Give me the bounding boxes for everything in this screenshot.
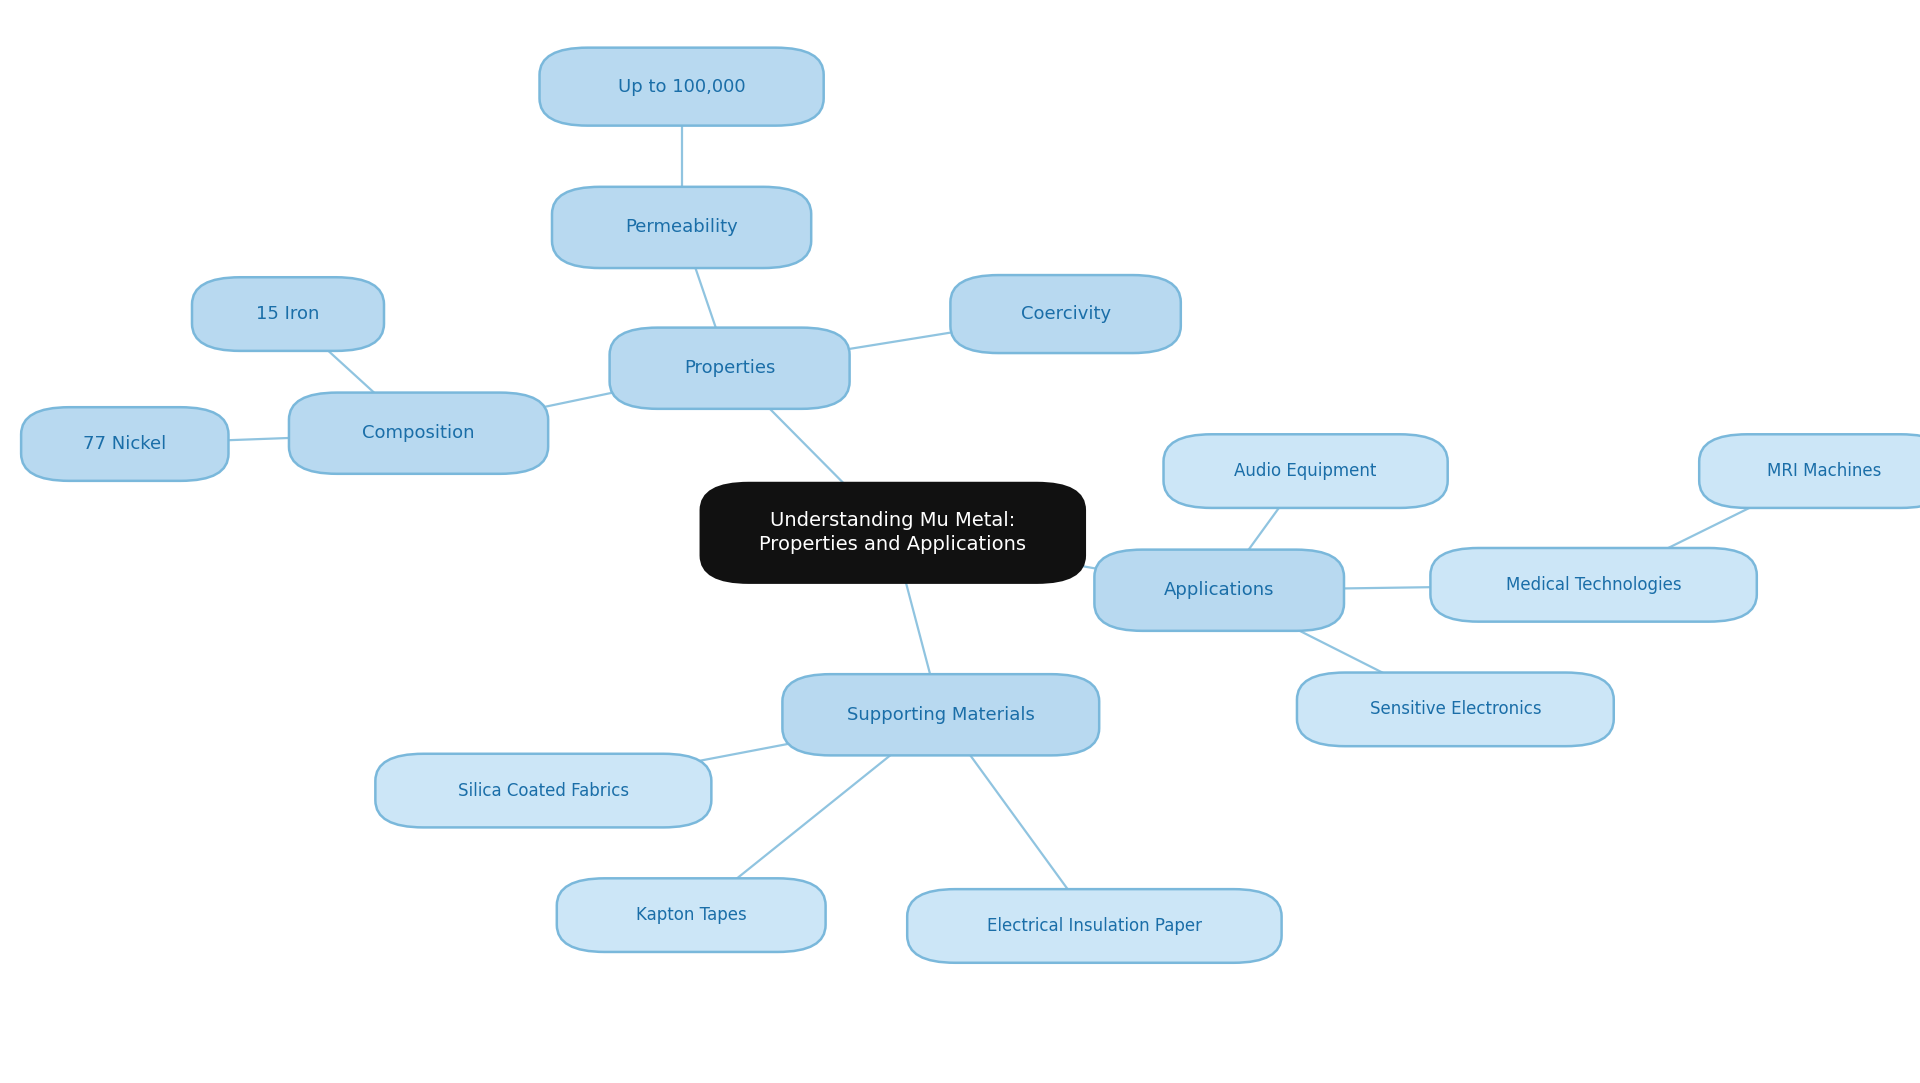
FancyBboxPatch shape <box>540 48 824 126</box>
FancyBboxPatch shape <box>192 277 384 351</box>
FancyBboxPatch shape <box>1298 673 1613 746</box>
FancyBboxPatch shape <box>1094 549 1344 630</box>
FancyBboxPatch shape <box>374 754 710 827</box>
FancyBboxPatch shape <box>950 275 1181 353</box>
FancyBboxPatch shape <box>906 889 1283 963</box>
FancyBboxPatch shape <box>611 327 849 409</box>
FancyBboxPatch shape <box>1699 434 1920 508</box>
Text: Applications: Applications <box>1164 582 1275 599</box>
Text: Understanding Mu Metal:
Properties and Applications: Understanding Mu Metal: Properties and A… <box>758 511 1027 554</box>
Text: Up to 100,000: Up to 100,000 <box>618 78 745 95</box>
Text: Properties: Properties <box>684 360 776 377</box>
Text: Composition: Composition <box>363 425 474 442</box>
Text: MRI Machines: MRI Machines <box>1766 462 1882 480</box>
FancyBboxPatch shape <box>553 186 810 268</box>
Text: Audio Equipment: Audio Equipment <box>1235 462 1377 480</box>
Text: Silica Coated Fabrics: Silica Coated Fabrics <box>457 782 630 799</box>
FancyBboxPatch shape <box>1430 548 1757 622</box>
FancyBboxPatch shape <box>783 674 1098 756</box>
Text: Sensitive Electronics: Sensitive Electronics <box>1369 701 1542 718</box>
FancyBboxPatch shape <box>21 407 228 481</box>
Text: Medical Technologies: Medical Technologies <box>1505 576 1682 593</box>
Text: 15 Iron: 15 Iron <box>255 305 321 323</box>
FancyBboxPatch shape <box>557 878 826 952</box>
Text: 77 Nickel: 77 Nickel <box>83 435 167 453</box>
Text: Coercivity: Coercivity <box>1021 305 1110 323</box>
FancyBboxPatch shape <box>701 483 1085 583</box>
Text: Permeability: Permeability <box>626 219 737 236</box>
FancyBboxPatch shape <box>288 393 549 474</box>
Text: Supporting Materials: Supporting Materials <box>847 706 1035 723</box>
Text: Electrical Insulation Paper: Electrical Insulation Paper <box>987 917 1202 935</box>
FancyBboxPatch shape <box>1164 434 1448 508</box>
Text: Kapton Tapes: Kapton Tapes <box>636 906 747 924</box>
